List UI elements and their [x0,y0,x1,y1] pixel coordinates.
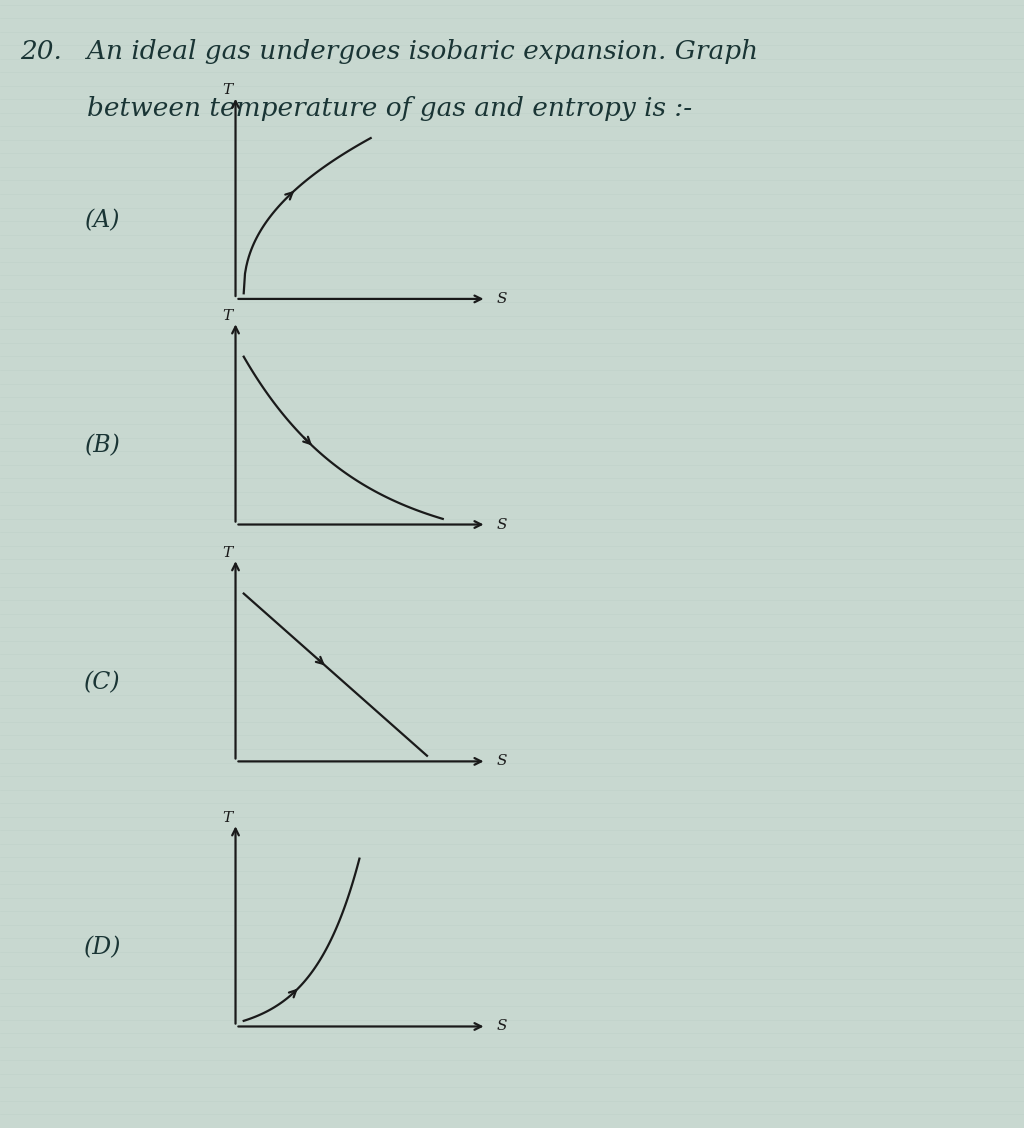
Text: S: S [497,1020,507,1033]
Text: (B): (B) [84,434,121,457]
Text: S: S [497,755,507,768]
Text: S: S [497,292,507,306]
Text: T: T [222,83,232,97]
Text: S: S [497,518,507,531]
Text: 20.   An ideal gas undergoes isobaric expansion. Graph: 20. An ideal gas undergoes isobaric expa… [20,39,759,64]
Text: (A): (A) [85,209,120,231]
Text: T: T [222,811,232,825]
Text: T: T [222,546,232,559]
Text: between temperature of gas and entropy is :-: between temperature of gas and entropy i… [20,96,692,121]
Text: (C): (C) [84,671,121,694]
Text: T: T [222,309,232,323]
Text: (D): (D) [84,936,121,959]
